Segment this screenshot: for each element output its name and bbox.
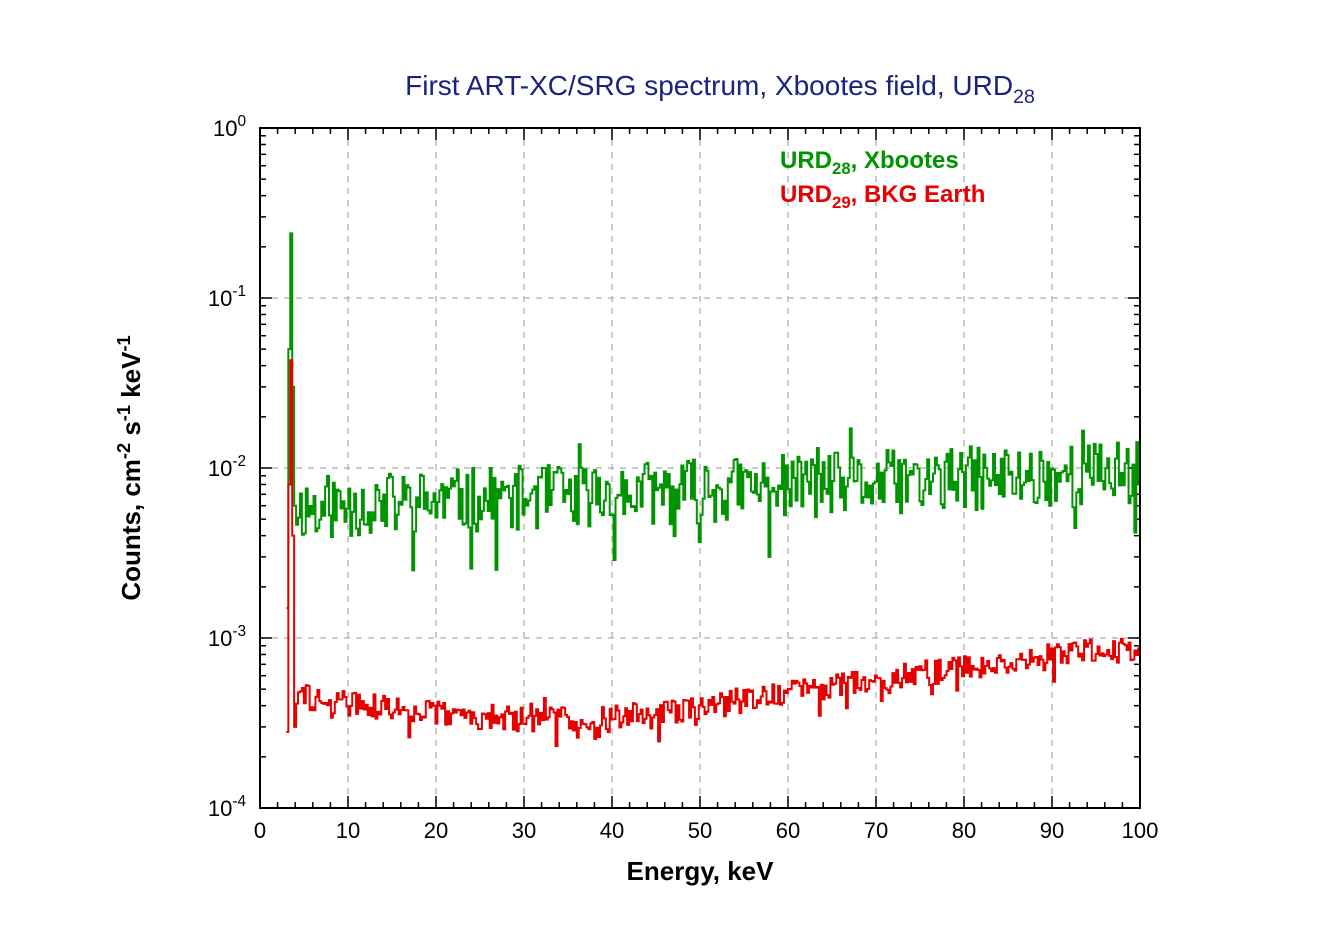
svg-text:30: 30 (512, 818, 536, 843)
spectrum-chart: 010203040506070809010010-410-310-210-110… (0, 0, 1332, 940)
svg-text:90: 90 (1040, 818, 1064, 843)
svg-text:50: 50 (688, 818, 712, 843)
chart-svg: 010203040506070809010010-410-310-210-110… (0, 0, 1332, 940)
svg-text:Counts, cm-2 s-1 keV-1: Counts, cm-2 s-1 keV-1 (114, 335, 146, 600)
svg-text:URD28, Xbootes: URD28, Xbootes (780, 147, 959, 178)
svg-text:URD29, BKG Earth: URD29, BKG Earth (780, 181, 985, 212)
svg-text:80: 80 (952, 818, 976, 843)
svg-text:0: 0 (254, 818, 266, 843)
svg-text:10: 10 (336, 818, 360, 843)
svg-text:100: 100 (1122, 818, 1159, 843)
svg-text:40: 40 (600, 818, 624, 843)
svg-text:60: 60 (776, 818, 800, 843)
svg-text:20: 20 (424, 818, 448, 843)
svg-text:Energy, keV: Energy, keV (627, 856, 775, 886)
svg-text:70: 70 (864, 818, 888, 843)
